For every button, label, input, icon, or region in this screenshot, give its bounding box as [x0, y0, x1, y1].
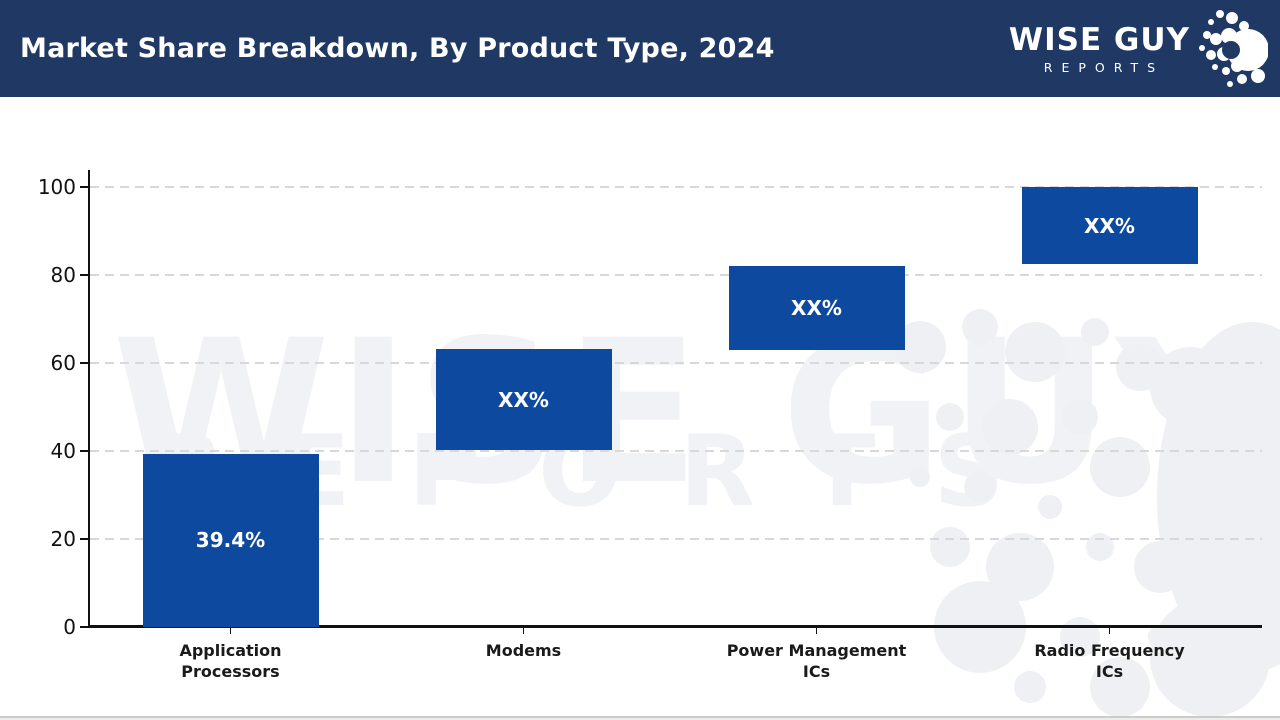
header-bar: Market Share Breakdown, By Product Type,… [0, 0, 1280, 97]
watermark-dots-icon [894, 309, 1280, 717]
y-tick-mark [80, 362, 88, 364]
bar-value-label: XX% [498, 387, 549, 412]
x-axis-line [88, 625, 1262, 628]
bar: XX% [1021, 187, 1198, 265]
y-tick-mark [80, 538, 88, 540]
bar: XX% [728, 266, 905, 350]
gridline [90, 362, 1262, 364]
y-tick-mark [80, 626, 88, 628]
y-tick-mark [80, 186, 88, 188]
x-category-label: Power Management ICs [687, 640, 947, 682]
bottom-border-fill [0, 717, 1280, 720]
bottom-border [0, 716, 1280, 718]
x-tick-mark [229, 627, 232, 634]
y-tick-mark [80, 450, 88, 452]
x-category-label-line: Processors [181, 662, 280, 681]
y-axis-line [88, 170, 90, 627]
chart-area: WISE GUY REPORTS [0, 97, 1280, 717]
gridline [90, 274, 1262, 276]
logo: WISE GUY REPORTS [1009, 6, 1268, 92]
x-category-label-line: Radio Frequency [1034, 641, 1185, 660]
x-category-label-line: Application [179, 641, 282, 660]
y-tick-label: 100 [37, 175, 76, 199]
x-tick-mark [815, 627, 818, 634]
x-category-label-line: ICs [802, 662, 831, 681]
x-tick-mark [522, 627, 525, 634]
y-tick-mark [80, 274, 88, 276]
gridline [90, 450, 1262, 452]
gridline [90, 186, 1262, 188]
x-category-label: Application Processors [101, 640, 361, 682]
y-tick-label: 80 [50, 263, 76, 287]
bar: XX% [435, 349, 612, 451]
bar: 39.4% [142, 453, 319, 627]
x-tick-mark [1108, 627, 1111, 634]
x-category-label: Radio Frequency ICs [980, 640, 1240, 682]
logo-line2: REPORTS [1043, 60, 1165, 75]
y-tick-label: 20 [50, 527, 76, 551]
x-category-label-line: Modems [485, 641, 562, 660]
bar-value-label: XX% [1084, 213, 1135, 238]
bar-value-label: XX% [791, 295, 842, 320]
logo-line1: WISE GUY [1008, 22, 1190, 58]
x-category-label: Modems [394, 640, 654, 661]
x-category-label-line: ICs [1095, 662, 1124, 681]
logo-head-icon [1199, 10, 1268, 87]
gridline [90, 538, 1262, 540]
x-category-label-line: Power Management [726, 641, 907, 660]
y-tick-label: 0 [63, 615, 76, 639]
bar-value-label: 39.4% [195, 528, 266, 553]
logo-wordmark: WISE GUY REPORTS [1009, 23, 1190, 75]
y-tick-label: 60 [50, 351, 76, 375]
page-title: Market Share Breakdown, By Product Type,… [20, 33, 775, 64]
y-tick-label: 40 [50, 439, 76, 463]
